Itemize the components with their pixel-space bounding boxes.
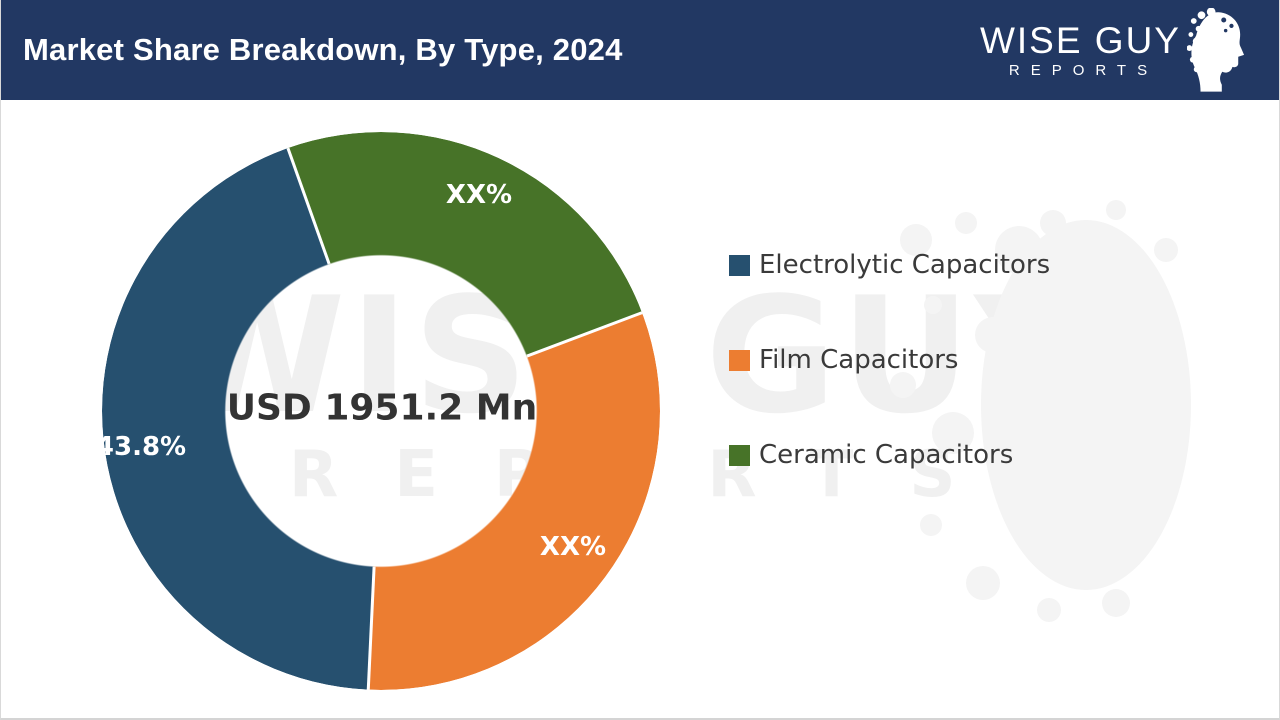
donut-chart: 43.8% XX% XX% [96, 132, 660, 690]
legend-item-film: Film Capacitors [729, 347, 1050, 373]
page-title: Market Share Breakdown, By Type, 2024 [23, 32, 623, 67]
legend-swatch-film [729, 349, 750, 371]
face-profile-icon [1187, 8, 1245, 92]
segment-label-electrolytic: 43.8% [95, 432, 187, 462]
legend-swatch-electrolytic [729, 254, 750, 276]
segment-separator [285, 147, 383, 412]
brand-name: WISE GUY [979, 20, 1181, 61]
legend-label: Film Capacitors [759, 345, 959, 375]
legend-swatch-ceramic [729, 444, 750, 466]
brand-subname: REPORTS [1008, 62, 1159, 79]
legend-item-ceramic: Ceramic Capacitors [729, 442, 1050, 468]
header-bar: Market Share Breakdown, By Type, 2024 WI… [1, 0, 1279, 100]
brand-logo: WISE GUY REPORTS [980, 8, 1245, 92]
brand-logo-text: WISE GUY REPORTS [980, 22, 1181, 78]
legend: Electrolytic Capacitors Film Capacitors … [729, 252, 1050, 468]
legend-label: Ceramic Capacitors [759, 440, 1014, 470]
legend-item-electrolytic: Electrolytic Capacitors [729, 252, 1050, 278]
donut-center-value: USD 1951.2 Mn [226, 387, 538, 429]
legend-label: Electrolytic Capacitors [759, 250, 1051, 280]
watermark-face-icon [890, 200, 1191, 622]
segment-separator [366, 410, 383, 690]
segment-label-film: XX% [539, 532, 607, 562]
segment-label-ceramic: XX% [445, 180, 513, 210]
